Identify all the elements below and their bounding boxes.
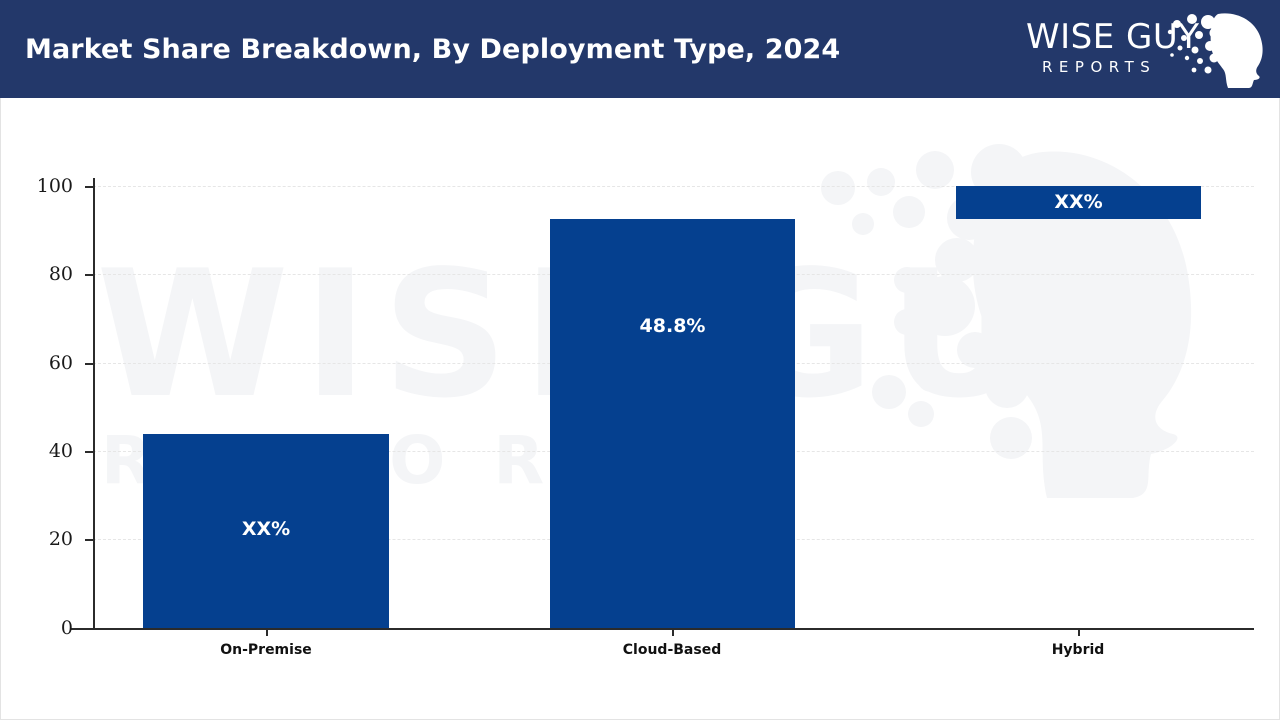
plot-area: XX% 48.8% XX% 100 80 60 40 20 0 On-Premi… <box>1 98 1279 719</box>
bar-on-premise[interactable] <box>143 434 389 628</box>
y-tick-label-40: 40 <box>48 440 73 462</box>
y-tick-mark-20 <box>85 539 93 541</box>
y-tick-mark-60 <box>85 363 93 365</box>
x-tick-label-hybrid: Hybrid <box>1051 642 1105 658</box>
bar-hybrid[interactable] <box>956 186 1201 219</box>
gridline-100 <box>93 186 1254 187</box>
y-tick-label-100: 100 <box>36 175 73 197</box>
bar-label-hybrid: XX% <box>1054 191 1103 213</box>
x-tick-label-on-premise: On-Premise <box>220 642 312 658</box>
y-tick-mark-0 <box>85 628 93 630</box>
y-tick-label-80: 80 <box>48 263 73 285</box>
y-tick-mark-80 <box>85 274 93 276</box>
x-tick-label-cloud-based: Cloud-Based <box>622 642 722 658</box>
bar-label-on-premise: XX% <box>241 518 291 540</box>
x-tick-mark-cloud-based <box>672 628 674 636</box>
x-tick-mark-hybrid <box>1078 628 1080 636</box>
y-axis-line <box>93 178 95 630</box>
svg-text:REPORTS: REPORTS <box>1042 58 1156 76</box>
x-axis-line <box>71 628 1254 630</box>
bar-cloud-based[interactable] <box>550 219 795 628</box>
wise-guy-reports-logo: WISE GUY REPORTS <box>1022 8 1272 90</box>
x-tick-mark-on-premise <box>266 628 268 636</box>
bar-label-cloud-based: 48.8% <box>639 315 706 337</box>
chart-body: WISE GUY REPORTS <box>0 98 1280 720</box>
y-tick-label-20: 20 <box>48 528 73 550</box>
y-tick-label-0: 0 <box>60 617 73 639</box>
page-header: Market Share Breakdown, By Deployment Ty… <box>0 0 1280 98</box>
page-title: Market Share Breakdown, By Deployment Ty… <box>25 34 841 65</box>
y-tick-mark-100 <box>85 186 93 188</box>
y-tick-mark-40 <box>85 451 93 453</box>
svg-text:WISE GUY: WISE GUY <box>1026 17 1200 57</box>
y-tick-label-60: 60 <box>48 352 73 374</box>
